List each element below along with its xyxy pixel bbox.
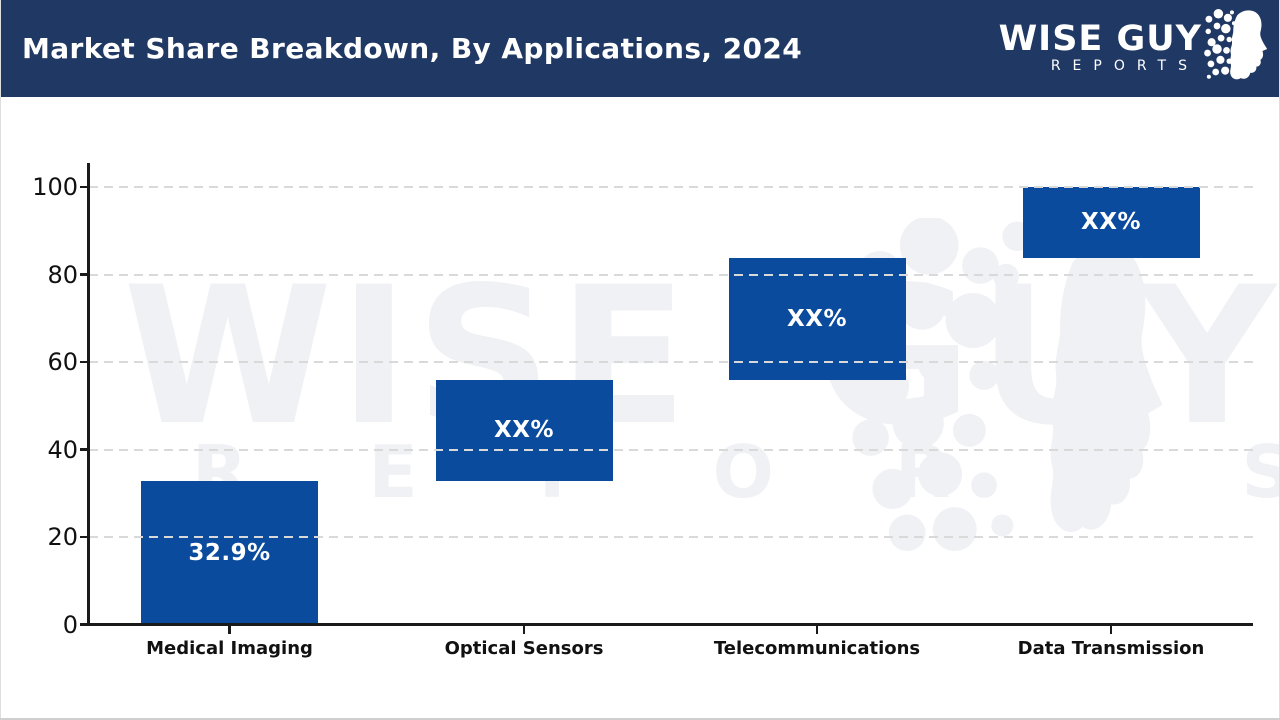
gridline-80	[89, 273, 1253, 276]
x-axis-line	[87, 623, 1253, 626]
y-tick-label-0: 0	[62, 610, 78, 639]
x-tick-mark-optical-sensors	[522, 625, 526, 634]
y-tick-mark-40	[80, 448, 87, 451]
x-tick-mark-telecommunications	[815, 625, 819, 634]
y-tick-mark-100	[80, 185, 87, 189]
y-tick-label-80: 80	[47, 260, 78, 289]
header-bar: Market Share Breakdown, By Applications,…	[0, 0, 1280, 97]
bar-medical-imaging: 32.9%	[141, 480, 318, 625]
gridline-20	[89, 536, 1253, 538]
bar-data-transmission: XX%	[1022, 187, 1200, 258]
page-left-border	[0, 0, 1, 720]
y-tick-mark-60	[80, 360, 87, 364]
gridline-100	[89, 186, 1253, 188]
bar-value-label-medical-imaging: 32.9%	[188, 539, 271, 566]
logo-subtitle: REPORTS	[1050, 58, 1199, 74]
x-tick-mark-medical-imaging	[228, 625, 231, 634]
page-bottom-border	[0, 718, 1280, 720]
y-axis-line	[87, 163, 90, 626]
logo-wordmark: WISE GUY	[998, 19, 1202, 59]
bar-telecommunications: XX%	[728, 257, 906, 380]
x-category-label-medical-imaging: Medical Imaging	[146, 638, 313, 659]
bar-value-label-telecommunications: XX%	[786, 305, 847, 332]
y-tick-label-100: 100	[32, 173, 78, 201]
x-tick-mark-data-transmission	[1109, 625, 1113, 634]
gridline-40	[89, 448, 1253, 451]
bar-value-label-data-transmission: XX%	[1080, 209, 1141, 236]
bar-optical-sensors: XX%	[435, 379, 613, 481]
y-tick-mark-20	[80, 535, 87, 539]
y-tick-label-20: 20	[47, 523, 78, 551]
gridline-60	[89, 361, 1253, 363]
y-tick-label-40: 40	[47, 435, 78, 464]
wise-guy-logo: WISE GUY REPORTS	[997, 0, 1272, 97]
chart-title: Market Share Breakdown, By Applications,…	[22, 32, 803, 65]
bar-value-label-optical-sensors: XX%	[493, 417, 554, 444]
y-tick-mark-80	[80, 273, 87, 276]
x-category-label-data-transmission: Data Transmission	[1017, 638, 1205, 659]
x-category-label-telecommunications: Telecommunications	[713, 638, 921, 659]
x-category-label-optical-sensors: Optical Sensors	[444, 638, 604, 659]
y-tick-mark-0	[80, 623, 87, 626]
head-profile-logo-icon	[1204, 9, 1268, 80]
y-tick-label-60: 60	[47, 348, 78, 376]
